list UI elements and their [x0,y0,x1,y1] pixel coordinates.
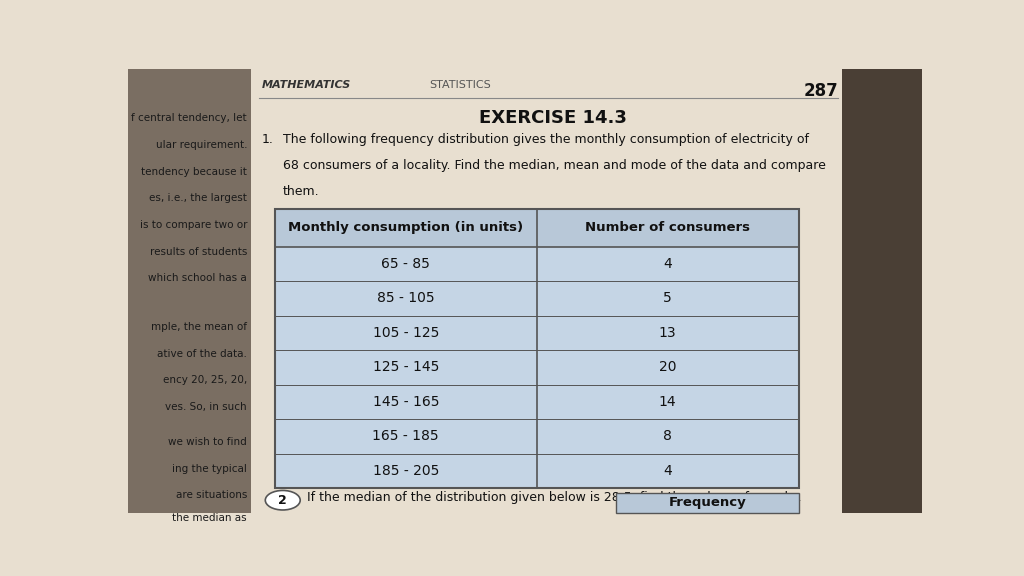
Text: The following frequency distribution gives the monthly consumption of electricit: The following frequency distribution giv… [283,134,809,146]
Text: Monthly consumption (in units): Monthly consumption (in units) [288,221,523,234]
Text: is to compare two or: is to compare two or [139,220,247,230]
Text: ative of the data.: ative of the data. [157,348,247,358]
Bar [274,209,799,247]
Text: Frequency: Frequency [669,496,746,509]
Text: 65 - 85: 65 - 85 [381,257,430,271]
Text: 105 - 125: 105 - 125 [373,326,439,340]
Text: ing the typical: ing the typical [172,464,247,474]
Text: ency 20, 25, 20,: ency 20, 25, 20, [163,375,247,385]
Bar [274,281,799,316]
Text: 1.: 1. [261,134,273,146]
Text: STATISTICS: STATISTICS [430,80,492,90]
Bar [128,69,251,513]
Text: we wish to find: we wish to find [168,437,247,447]
Text: 14: 14 [658,395,677,409]
Bar [274,209,799,488]
Circle shape [265,491,300,510]
Text: Number of consumers: Number of consumers [585,221,751,234]
Bar [616,492,799,513]
Text: 85 - 105: 85 - 105 [377,291,434,305]
Text: MATHEMATICS: MATHEMATICS [261,80,350,90]
Bar [842,69,922,513]
Text: es, i.e., the largest: es, i.e., the largest [150,194,247,203]
Text: EXERCISE 14.3: EXERCISE 14.3 [478,109,627,127]
Text: are situations: are situations [176,491,247,501]
Text: 125 - 145: 125 - 145 [373,361,439,374]
Text: 2: 2 [279,494,287,507]
Text: 4: 4 [664,257,672,271]
Text: which school has a: which school has a [148,273,247,283]
Text: 20: 20 [658,361,677,374]
Bar [274,419,799,454]
Text: 5: 5 [664,291,672,305]
Text: the median as: the median as [172,513,247,522]
Text: 4: 4 [664,464,672,478]
Bar [274,350,799,385]
Text: them.: them. [283,185,319,198]
Text: If the median of the distribution given below is 28.5, find the values of x and : If the median of the distribution given … [306,491,801,505]
Bar [274,454,799,488]
Text: ular requirement.: ular requirement. [156,140,247,150]
Text: mple, the mean of: mple, the mean of [152,322,247,332]
Text: tendency because it: tendency because it [141,166,247,177]
Text: f central tendency, let: f central tendency, let [131,113,247,123]
Text: 165 - 185: 165 - 185 [373,430,439,444]
Text: 13: 13 [658,326,677,340]
Text: 68 consumers of a locality. Find the median, mean and mode of the data and compa: 68 consumers of a locality. Find the med… [283,159,825,172]
Bar [274,247,799,281]
Text: ves. So, in such: ves. So, in such [166,402,247,412]
Bar [274,316,799,350]
Text: results of students: results of students [150,247,247,256]
Text: 8: 8 [664,430,672,444]
Text: 145 - 165: 145 - 165 [373,395,439,409]
Text: 287: 287 [804,82,839,100]
Bar [274,385,799,419]
Text: 185 - 205: 185 - 205 [373,464,439,478]
